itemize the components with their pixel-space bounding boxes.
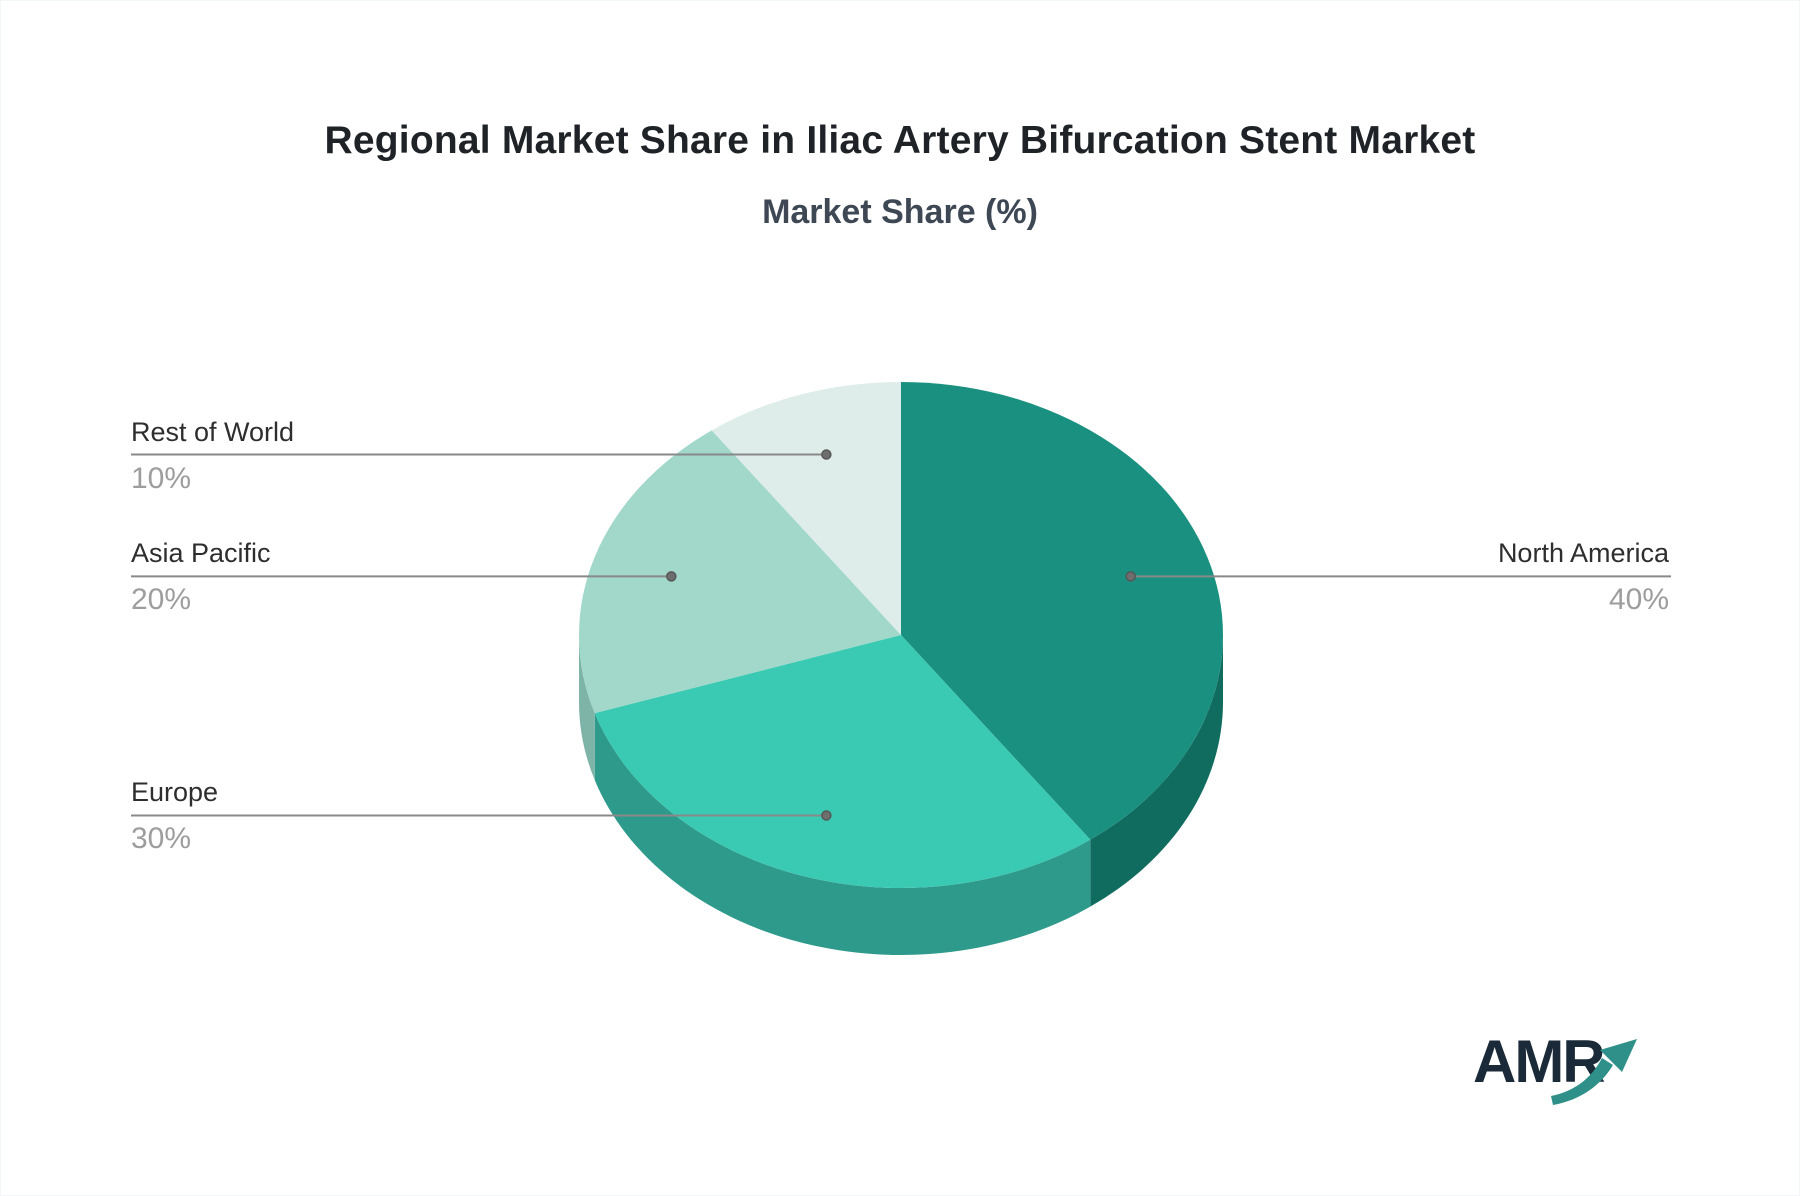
pie-slice-rest-of-world (711, 382, 901, 635)
pie-slice-north-america (901, 382, 1223, 840)
pie-slice-europe (594, 635, 1091, 888)
callout-north-america: North America 40% (1498, 536, 1669, 618)
amr-logo: AMR (1473, 1031, 1653, 1121)
callout-asia-pacific: Asia Pacific 20% (131, 536, 271, 618)
leader-dot-rest-of-world (821, 449, 832, 460)
pie-slice-side-europe (594, 713, 1091, 955)
callout-value: 10% (131, 461, 192, 495)
callout-europe: Europe 30% (131, 775, 218, 857)
leader-dot-north-america (1125, 571, 1136, 582)
leader-dot-europe (821, 810, 832, 821)
callout-rest-of-world: Rest of World 10% (131, 415, 294, 497)
callout-label: Europe (131, 777, 219, 808)
callout-value: 20% (131, 583, 192, 617)
growth-arrow-icon (1551, 1039, 1637, 1105)
callout-label: Rest of World (131, 416, 295, 447)
callout-label: Asia Pacific (131, 538, 271, 569)
pie-slice-asia-pacific (579, 430, 901, 714)
leader-dot-asia-pacific (666, 571, 677, 582)
pie-slice-side-asia-pacific (579, 635, 595, 781)
callout-value: 30% (131, 822, 192, 856)
callout-label: North America (1497, 538, 1669, 569)
callout-value: 40% (1608, 583, 1669, 617)
pie-slice-side-north-america (1090, 635, 1223, 907)
chart-title: Regional Market Share in Iliac Artery Bi… (324, 119, 1476, 162)
chart-subtitle: Market Share (%) (762, 193, 1038, 231)
